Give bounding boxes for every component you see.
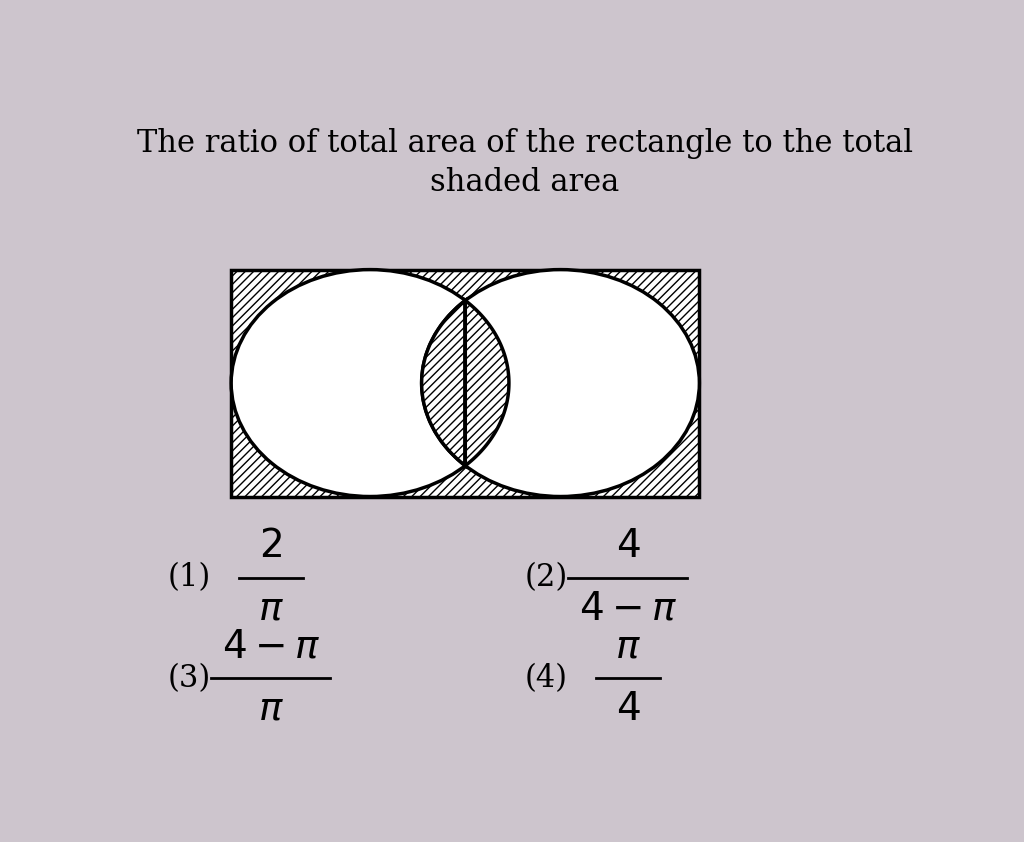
Text: $4$: $4$ <box>615 690 640 727</box>
Text: (3): (3) <box>168 663 211 694</box>
Text: $4-\pi$: $4-\pi$ <box>221 628 321 665</box>
Text: shaded area: shaded area <box>430 167 620 198</box>
Circle shape <box>422 269 699 497</box>
Circle shape <box>231 269 509 497</box>
Bar <box>231 269 699 497</box>
Text: $4$: $4$ <box>615 528 640 565</box>
Polygon shape <box>422 301 509 466</box>
Text: $4-\pi$: $4-\pi$ <box>579 590 677 627</box>
Text: $\pi$: $\pi$ <box>258 590 284 627</box>
Text: (2): (2) <box>524 562 568 593</box>
Text: $\pi$: $\pi$ <box>258 690 284 727</box>
Text: The ratio of total area of the rectangle to the total: The ratio of total area of the rectangle… <box>137 128 912 158</box>
Text: (4): (4) <box>524 663 567 694</box>
Text: $2$: $2$ <box>259 528 283 565</box>
Text: (1): (1) <box>168 562 211 593</box>
Text: $\pi$: $\pi$ <box>615 628 641 665</box>
